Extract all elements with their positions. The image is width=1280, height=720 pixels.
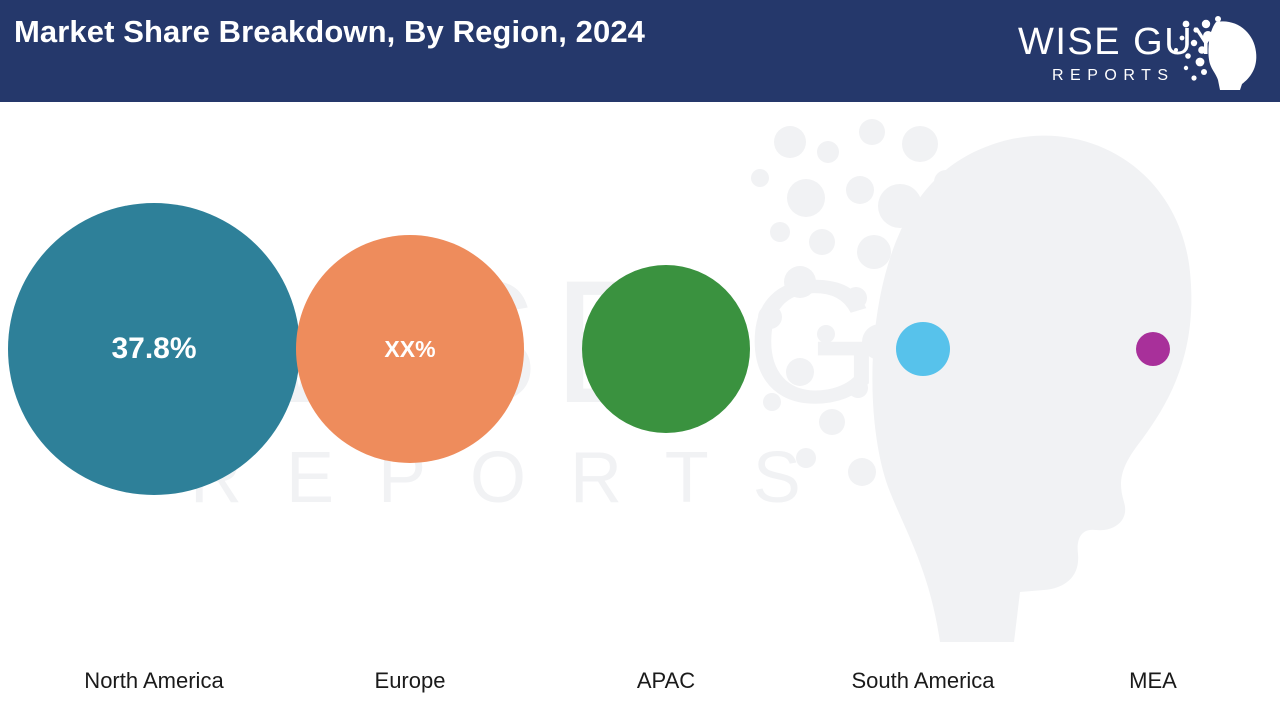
bubble-north-america[interactable]: 37.8%: [8, 203, 300, 495]
bubble-value-europe: XX%: [384, 335, 436, 362]
bubble-mea[interactable]: [1136, 332, 1170, 366]
svg-text:REPORTS: REPORTS: [1052, 67, 1175, 84]
svg-text:WISE GUY: WISE GUY: [1018, 21, 1220, 63]
wise-guy-reports-logo: WISE GUY REPORTS: [1010, 10, 1262, 92]
bubble-value-north-america: 37.8%: [111, 332, 197, 365]
category-label-apac: APAC: [636, 668, 696, 693]
page-header: Market Share Breakdown, By Region, 2024 …: [0, 0, 1280, 102]
bubble-europe[interactable]: XX%: [296, 235, 524, 463]
page-title: Market Share Breakdown, By Region, 2024: [14, 14, 646, 49]
category-label-north-america: North America: [84, 668, 224, 693]
bubble-chart-plot: 37.8% XX% North America Europe APAC Sout…: [0, 102, 1280, 720]
category-label-south-america: South America: [851, 668, 995, 693]
bubble-apac[interactable]: [582, 265, 750, 433]
bubble-south-america[interactable]: [896, 322, 950, 376]
category-label-mea: MEA: [1129, 668, 1177, 693]
category-label-europe: Europe: [374, 668, 446, 693]
